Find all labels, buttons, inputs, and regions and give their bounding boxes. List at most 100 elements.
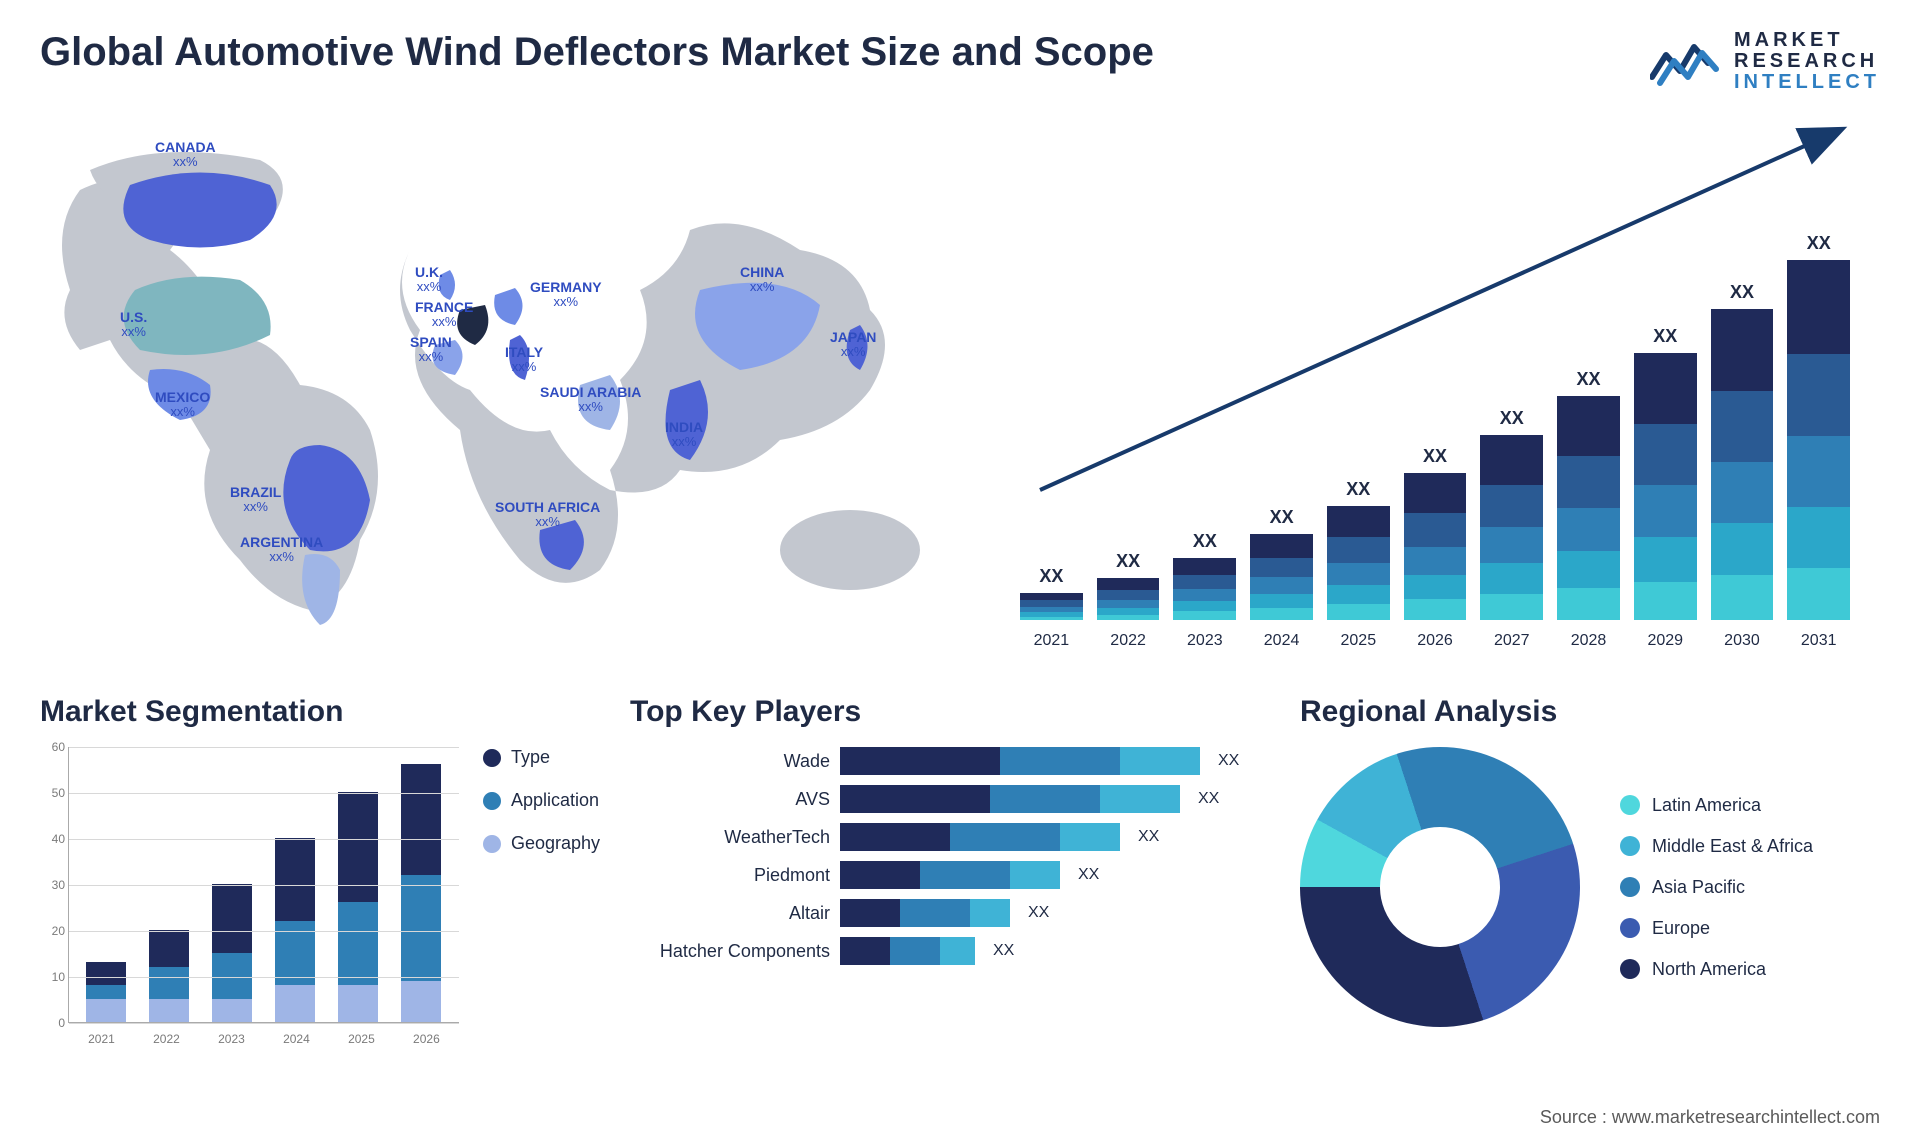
- regional-title: Regional Analysis: [1300, 695, 1880, 729]
- map-label: U.S.xx%: [120, 310, 147, 340]
- forecast-year-label: 2026: [1404, 632, 1467, 650]
- forecast-year-label: 2022: [1097, 632, 1160, 650]
- player-row: WeatherTech XX: [630, 823, 1270, 851]
- map-label: SAUDI ARABIAxx%: [540, 385, 641, 415]
- players-title: Top Key Players: [630, 695, 1270, 729]
- players-panel: Top Key Players WadeXXAVSXXWeatherTechXX…: [630, 695, 1270, 1075]
- logo-line-1: MARKET: [1734, 30, 1880, 51]
- seg-legend-item: Geography: [483, 833, 600, 854]
- player-bar: [840, 823, 1120, 851]
- map-label: U.K.xx%: [415, 265, 443, 295]
- segmentation-bar: [86, 962, 126, 1022]
- forecast-year-label: 2024: [1250, 632, 1313, 650]
- map-label: FRANCExx%: [415, 300, 473, 330]
- region-legend-item: Europe: [1620, 918, 1813, 939]
- player-name: Hatcher Components: [630, 941, 830, 962]
- player-row: Wade XX: [630, 747, 1270, 775]
- segmentation-bar: [275, 838, 315, 1022]
- player-bar: [840, 937, 975, 965]
- forecast-bar: XX: [1557, 369, 1620, 620]
- player-bar: [840, 861, 1060, 889]
- forecast-year-label: 2021: [1020, 632, 1083, 650]
- forecast-bar: XX: [1480, 408, 1543, 620]
- map-label: MEXICOxx%: [155, 390, 210, 420]
- segmentation-bar: [338, 792, 378, 1022]
- player-value-label: XX: [1218, 752, 1239, 770]
- segmentation-panel: Market Segmentation 0102030405060 202120…: [40, 695, 600, 1075]
- seg-ytick: 10: [52, 970, 65, 984]
- seg-year-label: 2025: [341, 1032, 381, 1046]
- map-label: SPAINxx%: [410, 335, 452, 365]
- seg-ytick: 60: [52, 740, 65, 754]
- player-bar: [840, 747, 1200, 775]
- map-label: JAPANxx%: [830, 330, 876, 360]
- segmentation-chart: 0102030405060 202120222023202420252026 T…: [40, 747, 600, 1047]
- forecast-stacked-bar: XXXXXXXXXXXXXXXXXXXXXX 20212022202320242…: [1000, 150, 1870, 650]
- forecast-bar: XX: [1787, 233, 1850, 620]
- player-row: AVSXX: [630, 785, 1270, 813]
- seg-ytick: 0: [58, 1016, 65, 1030]
- player-name: Piedmont: [630, 865, 830, 886]
- seg-year-label: 2026: [406, 1032, 446, 1046]
- map-label: SOUTH AFRICAxx%: [495, 500, 600, 530]
- source-attribution: Source : www.marketresearchintellect.com: [1540, 1107, 1880, 1128]
- map-label: CHINAxx%: [740, 265, 784, 295]
- map-label: BRAZILxx%: [230, 485, 281, 515]
- forecast-year-label: 2023: [1173, 632, 1236, 650]
- map-label: GERMANYxx%: [530, 280, 602, 310]
- player-value-label: XX: [1198, 790, 1219, 808]
- forecast-year-label: 2029: [1634, 632, 1697, 650]
- map-label: ARGENTINAxx%: [240, 535, 323, 565]
- forecast-year-label: 2025: [1327, 632, 1390, 650]
- segmentation-legend: Type Application Geography: [483, 747, 600, 1047]
- segmentation-bar: [212, 884, 252, 1022]
- bar-value-label: XX: [1193, 531, 1217, 552]
- forecast-year-label: 2030: [1711, 632, 1774, 650]
- regional-donut: [1300, 747, 1580, 1027]
- bar-value-label: XX: [1423, 446, 1447, 467]
- regional-panel: Regional Analysis Latin AmericaMiddle Ea…: [1300, 695, 1880, 1075]
- bar-value-label: XX: [1807, 233, 1831, 254]
- player-value-label: XX: [1138, 828, 1159, 846]
- seg-year-label: 2022: [146, 1032, 186, 1046]
- seg-year-label: 2021: [81, 1032, 121, 1046]
- player-row: Hatcher Components XX: [630, 937, 1270, 965]
- seg-legend-item: Type: [483, 747, 600, 768]
- bar-value-label: XX: [1346, 479, 1370, 500]
- bar-value-label: XX: [1577, 369, 1601, 390]
- seg-year-label: 2023: [211, 1032, 251, 1046]
- bar-value-label: XX: [1270, 507, 1294, 528]
- header: Global Automotive Wind Deflectors Market…: [40, 30, 1880, 93]
- seg-ytick: 30: [52, 878, 65, 892]
- forecast-bar: XX: [1250, 507, 1313, 620]
- regional-legend: Latin AmericaMiddle East & AfricaAsia Pa…: [1620, 795, 1813, 980]
- forecast-bar: XX: [1327, 479, 1390, 621]
- bar-value-label: XX: [1730, 282, 1754, 303]
- forecast-bar: XX: [1097, 551, 1160, 620]
- player-value-label: XX: [1028, 904, 1049, 922]
- forecast-bar: XX: [1173, 531, 1236, 620]
- players-bars: WadeXXAVSXXWeatherTechXXPiedmontXXAltair…: [630, 747, 1270, 965]
- logo-line-2: RESEARCH: [1734, 51, 1880, 72]
- player-bar: [840, 899, 1010, 927]
- seg-year-label: 2024: [276, 1032, 316, 1046]
- forecast-bar: XX: [1711, 282, 1774, 620]
- segmentation-bar: [149, 930, 189, 1022]
- page-title: Global Automotive Wind Deflectors Market…: [40, 30, 1154, 75]
- forecast-bar: XX: [1020, 566, 1083, 620]
- seg-legend-item: Application: [483, 790, 600, 811]
- player-value-label: XX: [993, 942, 1014, 960]
- player-name: Wade: [630, 751, 830, 772]
- seg-ytick: 50: [52, 786, 65, 800]
- forecast-bar: XX: [1404, 446, 1467, 620]
- bar-value-label: XX: [1039, 566, 1063, 587]
- player-value-label: XX: [1078, 866, 1099, 884]
- player-name: WeatherTech: [630, 827, 830, 848]
- region-legend-item: Middle East & Africa: [1620, 836, 1813, 857]
- logo-line-3: INTELLECT: [1734, 72, 1880, 93]
- map-label: ITALYxx%: [505, 345, 543, 375]
- forecast-year-label: 2031: [1787, 632, 1850, 650]
- seg-ytick: 40: [52, 832, 65, 846]
- region-legend-item: North America: [1620, 959, 1813, 980]
- segmentation-title: Market Segmentation: [40, 695, 600, 729]
